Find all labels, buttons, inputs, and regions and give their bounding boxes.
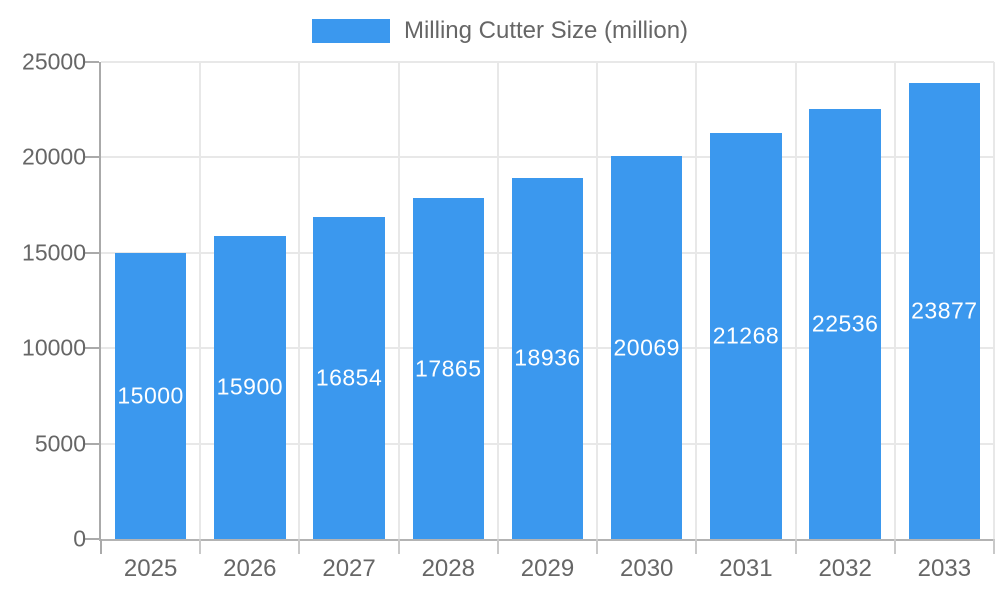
bar-value-label: 20069: [613, 334, 680, 361]
gridline-vertical: [496, 62, 499, 539]
gridline-vertical: [298, 62, 301, 539]
y-axis-tick-label: 25000: [22, 48, 86, 75]
x-axis-labels: 2025 2026 2027 2028 2029 2030 2031 2032 2033: [101, 555, 994, 589]
gridline-vertical: [794, 62, 797, 539]
bar-2026: 15900: [214, 235, 286, 539]
x-axis-tick-label: 2029: [520, 555, 575, 582]
y-axis-tick-label: 10000: [22, 334, 86, 361]
x-axis-tick: [496, 539, 499, 554]
bar-2029: 18936: [511, 177, 584, 539]
y-axis-labels: 0 5000 10000 15000 20000 25000: [0, 0, 86, 600]
x-axis-tick-label: 2027: [322, 555, 376, 582]
y-axis-tick: [83, 442, 99, 445]
gridline-vertical: [199, 62, 202, 539]
y-axis-tick: [83, 538, 99, 540]
x-axis-tick-label: 2033: [917, 555, 972, 582]
y-axis-tick-label: 20000: [22, 143, 86, 170]
gridline-vertical: [993, 62, 995, 539]
bar-2031: 21268: [710, 133, 782, 539]
x-axis-tick-label: 2030: [620, 555, 674, 582]
bar-2027: 16854: [313, 217, 385, 539]
y-axis-tick: [83, 156, 99, 159]
y-axis-tick: [83, 61, 99, 63]
bar-value-label: 22536: [811, 310, 879, 337]
bar-value-label: 23877: [911, 297, 978, 324]
bar-2030: 20069: [611, 156, 683, 539]
x-axis-tick: [794, 539, 797, 554]
x-axis-tick-label: 2031: [719, 555, 773, 582]
bar-value-label: 17865: [415, 355, 482, 382]
y-axis-tick: [83, 251, 99, 254]
bar-2025: 15000: [114, 252, 187, 539]
x-axis-line: [99, 539, 994, 541]
gridline-vertical: [596, 62, 599, 539]
x-axis-tick: [199, 539, 202, 554]
bar-2033: 23877: [908, 83, 981, 539]
x-axis-tick: [397, 539, 400, 554]
legend-item[interactable]: Milling Cutter Size (million): [0, 16, 1000, 46]
bar-2032: 22536: [809, 109, 881, 539]
x-axis-tick: [596, 539, 599, 554]
legend-swatch: [311, 19, 390, 43]
bar-value-label: 16854: [315, 364, 383, 391]
y-axis-tick-label: 15000: [22, 239, 86, 266]
x-axis-tick: [893, 539, 896, 554]
legend-label: Milling Cutter Size (million): [403, 17, 689, 44]
x-axis-tick: [993, 539, 995, 554]
plot-area: 15000 15900 16854 17865 18936 20069 21268 22536…: [83, 61, 995, 554]
gridline-horizontal: [101, 156, 994, 159]
y-axis-line: [99, 62, 101, 539]
x-axis-tick-label: 2025: [123, 555, 178, 582]
gridline-vertical: [893, 62, 896, 539]
x-axis-tick-label: 2026: [223, 555, 277, 582]
bar-value-label: 21268: [712, 322, 780, 349]
gridline-vertical: [397, 62, 400, 539]
x-axis-tick-label: 2032: [818, 555, 872, 582]
x-axis-tick: [298, 539, 301, 554]
x-axis-tick: [100, 539, 102, 554]
y-axis-tick-label: 5000: [34, 430, 86, 457]
gridline-vertical: [695, 62, 698, 539]
y-axis-tick: [83, 347, 99, 350]
bar-value-label: 15900: [216, 373, 284, 400]
y-axis-tick-label: 0: [73, 525, 86, 552]
x-axis-tick: [695, 539, 698, 554]
bar-value-label: 18936: [514, 344, 581, 371]
bar-value-label: 15000: [117, 382, 184, 409]
x-axis-tick-label: 2028: [421, 555, 475, 582]
bar-2028: 17865: [412, 198, 484, 539]
gridline-horizontal: [101, 61, 994, 63]
